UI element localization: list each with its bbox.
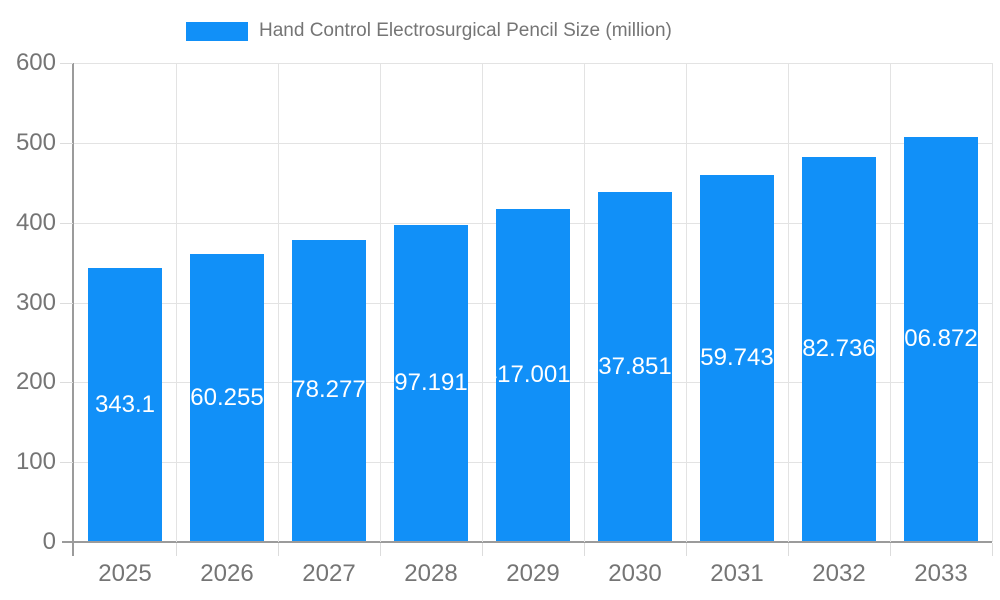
- bar: 437.8512: [598, 192, 672, 541]
- bar-value-label: 417.0011: [496, 361, 570, 389]
- y-tick: [60, 222, 73, 224]
- bar: 482.7368: [802, 156, 876, 541]
- gridline: [380, 63, 381, 542]
- y-axis-label: 400: [15, 208, 56, 236]
- y-axis-label: 300: [15, 288, 56, 316]
- x-axis-label: 2031: [710, 560, 764, 587]
- bar-value-label: 506.8727: [904, 325, 978, 353]
- bar: 397.1915: [394, 224, 468, 541]
- bar: 360.2555: [190, 254, 264, 541]
- x-tick: [686, 543, 687, 556]
- bar: 459.7437: [700, 174, 774, 541]
- x-tick: [788, 543, 789, 556]
- legend-swatch: [186, 21, 248, 41]
- bar-value-label: 482.7368: [802, 334, 876, 362]
- gridline: [584, 63, 585, 542]
- x-axis-label: 2029: [506, 560, 560, 587]
- x-tick: [890, 543, 891, 556]
- bar-value-label: 437.8512: [598, 352, 672, 380]
- bar: 343.1: [88, 268, 162, 541]
- x-axis-label: 2027: [302, 560, 356, 587]
- x-axis-label: 2026: [200, 560, 254, 587]
- y-tick: [60, 462, 73, 464]
- x-axis-label: 2030: [608, 560, 662, 587]
- x-tick: [176, 543, 177, 556]
- gridline: [788, 63, 789, 542]
- x-axis-label: 2028: [404, 560, 458, 587]
- gridline: [686, 63, 687, 542]
- gridline: [992, 63, 993, 542]
- legend: Hand Control Electrosurgical Pencil Size…: [186, 20, 672, 42]
- x-tick: [482, 543, 483, 556]
- x-axis-label: 2032: [812, 560, 866, 587]
- y-tick: [60, 302, 73, 304]
- bar-value-label: 397.1915: [394, 368, 468, 396]
- x-axis-label: 2033: [914, 560, 968, 587]
- gridline: [278, 63, 279, 542]
- y-axis-label: 0: [42, 528, 56, 555]
- x-tick: [380, 543, 381, 556]
- x-tick: [278, 543, 279, 556]
- y-axis-label: 600: [15, 49, 56, 76]
- bar: 506.8727: [904, 137, 978, 541]
- x-axis-label: 2025: [98, 560, 152, 587]
- bar-value-label: 360.2555: [190, 383, 264, 411]
- y-tick: [60, 63, 73, 64]
- bar-value-label: 459.7437: [700, 343, 774, 371]
- x-tick: [584, 543, 585, 556]
- y-axis-label: 200: [15, 368, 56, 396]
- gridline: [74, 142, 992, 144]
- bar: 417.0011: [496, 209, 570, 541]
- bar-value-label: 378.2777: [292, 376, 366, 404]
- y-axis-label: 500: [15, 128, 56, 156]
- y-axis-label: 100: [15, 448, 56, 476]
- y-tick: [60, 382, 73, 384]
- x-tick: [992, 543, 993, 556]
- gridline: [890, 63, 891, 542]
- bar: 378.2777: [292, 240, 366, 541]
- x-axis-line: [62, 541, 992, 543]
- bar-value-label: 343.1: [94, 390, 156, 418]
- gridline: [176, 63, 177, 542]
- y-axis-line: [72, 63, 74, 556]
- y-tick: [60, 142, 73, 144]
- legend-series-label: Hand Control Electrosurgical Pencil Size…: [259, 20, 672, 41]
- gridline: [74, 63, 992, 64]
- gridline: [482, 63, 483, 542]
